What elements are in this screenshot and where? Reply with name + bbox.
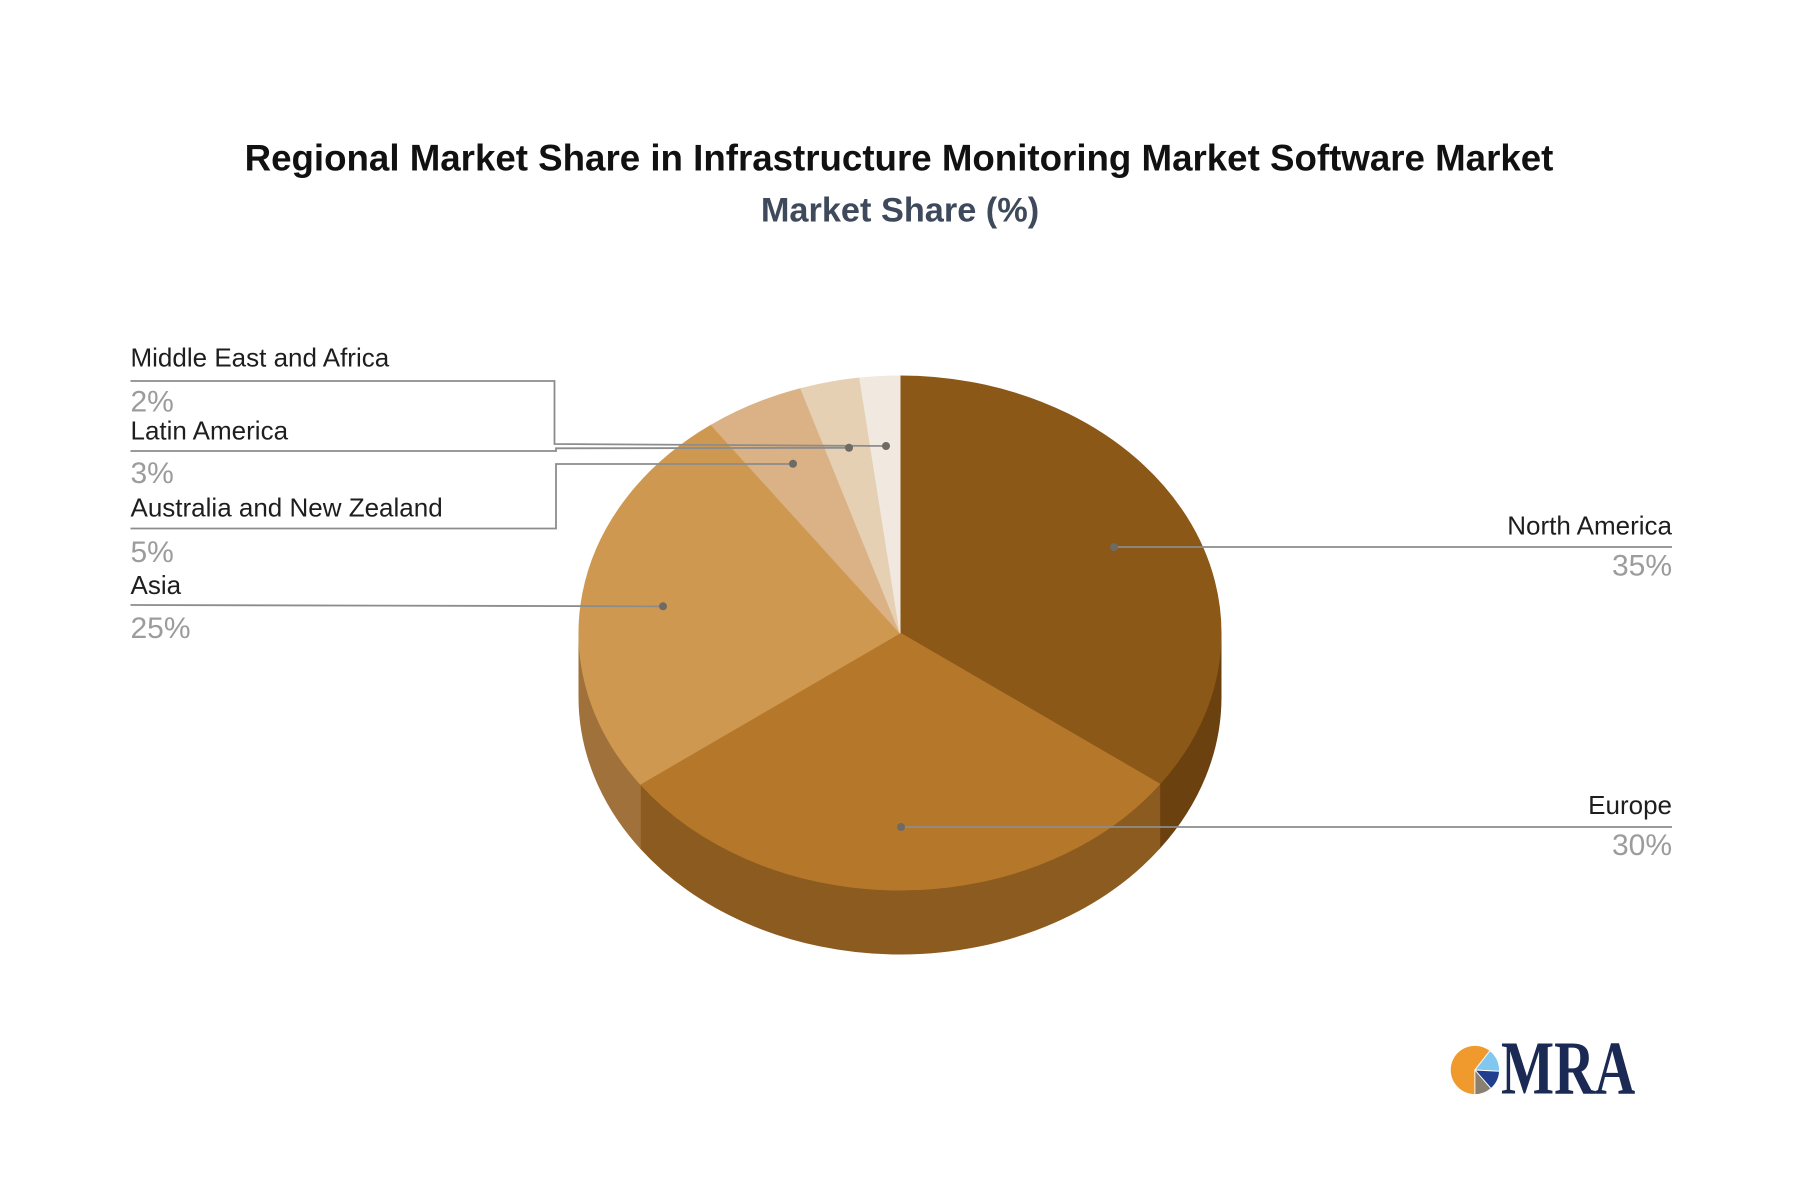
svg-text:3%: 3% <box>131 457 174 490</box>
svg-text:Regional Market Share in Infra: Regional Market Share in Infrastructure … <box>245 138 1554 179</box>
svg-text:Latin America: Latin America <box>131 416 289 446</box>
svg-text:Europe: Europe <box>1588 790 1672 820</box>
svg-text:North America: North America <box>1507 511 1672 541</box>
svg-text:Australia and New Zealand: Australia and New Zealand <box>131 492 443 522</box>
svg-text:Middle East and Africa: Middle East and Africa <box>131 342 390 372</box>
svg-text:30%: 30% <box>1612 829 1672 862</box>
svg-text:25%: 25% <box>131 612 191 645</box>
svg-text:Market Share (%): Market Share (%) <box>761 192 1039 230</box>
svg-text:35%: 35% <box>1612 550 1672 583</box>
svg-text:5%: 5% <box>131 536 174 569</box>
svg-text:Asia: Asia <box>131 570 182 600</box>
svg-text:2%: 2% <box>131 386 174 419</box>
svg-text:MRA: MRA <box>1501 1027 1635 1111</box>
